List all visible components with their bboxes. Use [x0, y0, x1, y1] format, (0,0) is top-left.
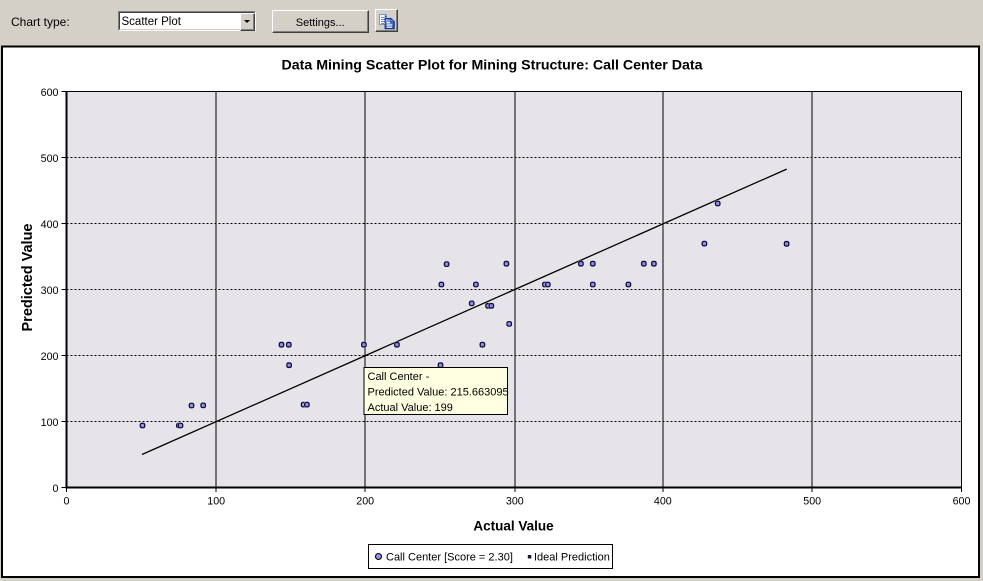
svg-text:Call Center -: Call Center - — [368, 371, 430, 383]
svg-text:600: 600 — [953, 496, 971, 508]
svg-text:200: 200 — [41, 351, 59, 363]
svg-text:300: 300 — [506, 496, 524, 508]
svg-text:Call Center [Score = 2.30]: Call Center [Score = 2.30] — [386, 552, 513, 564]
svg-text:Data Mining Scatter Plot for M: Data Mining Scatter Plot for Mining Stru… — [282, 58, 703, 74]
svg-text:600: 600 — [41, 87, 59, 99]
svg-text:500: 500 — [41, 153, 59, 165]
svg-text:Actual Value: 199: Actual Value: 199 — [368, 402, 453, 414]
svg-text:0: 0 — [64, 496, 70, 508]
svg-text:Ideal Prediction: Ideal Prediction — [534, 552, 610, 564]
svg-text:Predicted Value: Predicted Value — [20, 224, 36, 332]
svg-text:300: 300 — [41, 285, 59, 297]
svg-text:200: 200 — [356, 496, 374, 508]
svg-text:Actual Value: Actual Value — [473, 519, 554, 534]
svg-text:0: 0 — [53, 483, 59, 495]
svg-text:500: 500 — [803, 496, 821, 508]
svg-text:100: 100 — [41, 417, 59, 429]
svg-text:400: 400 — [654, 496, 672, 508]
svg-text:Predicted Value: 215.663095: Predicted Value: 215.663095 — [368, 387, 509, 399]
svg-text:400: 400 — [41, 219, 59, 231]
svg-text:100: 100 — [207, 496, 225, 508]
